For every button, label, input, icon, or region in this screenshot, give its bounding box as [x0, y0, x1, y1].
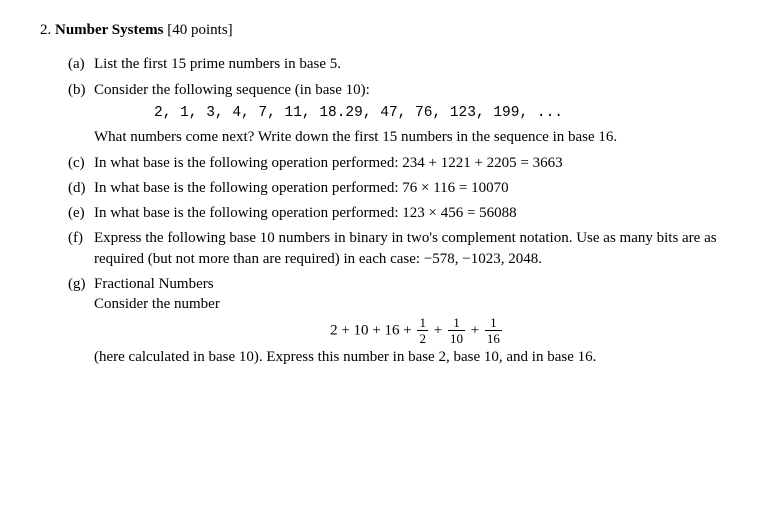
- b-intro: Consider the following sequence (in base…: [94, 80, 740, 100]
- subproblem-list: (a) List the first 15 prime numbers in b…: [68, 54, 740, 367]
- frac3-num: 1: [485, 316, 502, 331]
- b-follow: What numbers come next? Write down the f…: [94, 127, 740, 147]
- fraction-2: 1 10: [448, 316, 465, 345]
- sub-label-f: (f): [68, 228, 94, 248]
- fraction-3: 1 16: [485, 316, 502, 345]
- subproblem-b: (b) Consider the following sequence (in …: [68, 80, 740, 148]
- g-formula: 2 + 10 + 16 + 1 2 + 1 10 + 1 16: [94, 316, 740, 345]
- b-sequence: 2, 1, 3, 4, 7, 11, 18.29, 47, 76, 123, 1…: [154, 104, 740, 124]
- sub-label-b: (b): [68, 80, 94, 100]
- subproblem-e: (e) In what base is the following operat…: [68, 203, 740, 223]
- g-line1: Fractional Numbers: [94, 274, 740, 294]
- plus-2: +: [471, 323, 479, 339]
- sub-body-d: In what base is the following operation …: [94, 178, 740, 198]
- subproblem-c: (c) In what base is the following operat…: [68, 153, 740, 173]
- frac2-den: 10: [448, 331, 465, 345]
- problem-title: Number Systems: [55, 22, 163, 38]
- problem-number: 2.: [40, 22, 51, 38]
- subproblem-g: (g) Fractional Numbers Consider the numb…: [68, 274, 740, 368]
- subproblem-a: (a) List the first 15 prime numbers in b…: [68, 54, 740, 74]
- sub-body-g: Fractional Numbers Consider the number 2…: [94, 274, 740, 368]
- sub-label-d: (d): [68, 178, 94, 198]
- g-closing: (here calculated in base 10). Express th…: [94, 347, 740, 367]
- sub-body-b: Consider the following sequence (in base…: [94, 80, 740, 148]
- frac3-den: 16: [485, 331, 502, 345]
- frac2-num: 1: [448, 316, 465, 331]
- sub-label-g: (g): [68, 274, 94, 294]
- sub-label-a: (a): [68, 54, 94, 74]
- subproblem-f: (f) Express the following base 10 number…: [68, 228, 740, 269]
- problem-heading: 2. Number Systems [40 points]: [40, 20, 740, 40]
- plus-1: +: [434, 323, 442, 339]
- subproblem-d: (d) In what base is the following operat…: [68, 178, 740, 198]
- sub-body-a: List the first 15 prime numbers in base …: [94, 54, 740, 74]
- problem-page: 2. Number Systems [40 points] (a) List t…: [0, 0, 780, 393]
- sub-body-e: In what base is the following operation …: [94, 203, 740, 223]
- problem-points: [40 points]: [167, 22, 232, 38]
- sub-body-f: Express the following base 10 numbers in…: [94, 228, 740, 269]
- sub-label-c: (c): [68, 153, 94, 173]
- g-line2: Consider the number: [94, 294, 740, 314]
- frac1-num: 1: [417, 316, 428, 331]
- sub-label-e: (e): [68, 203, 94, 223]
- fraction-1: 1 2: [417, 316, 428, 345]
- formula-prefix: 2 + 10 + 16 +: [330, 323, 412, 339]
- sub-body-c: In what base is the following operation …: [94, 153, 740, 173]
- frac1-den: 2: [417, 331, 428, 345]
